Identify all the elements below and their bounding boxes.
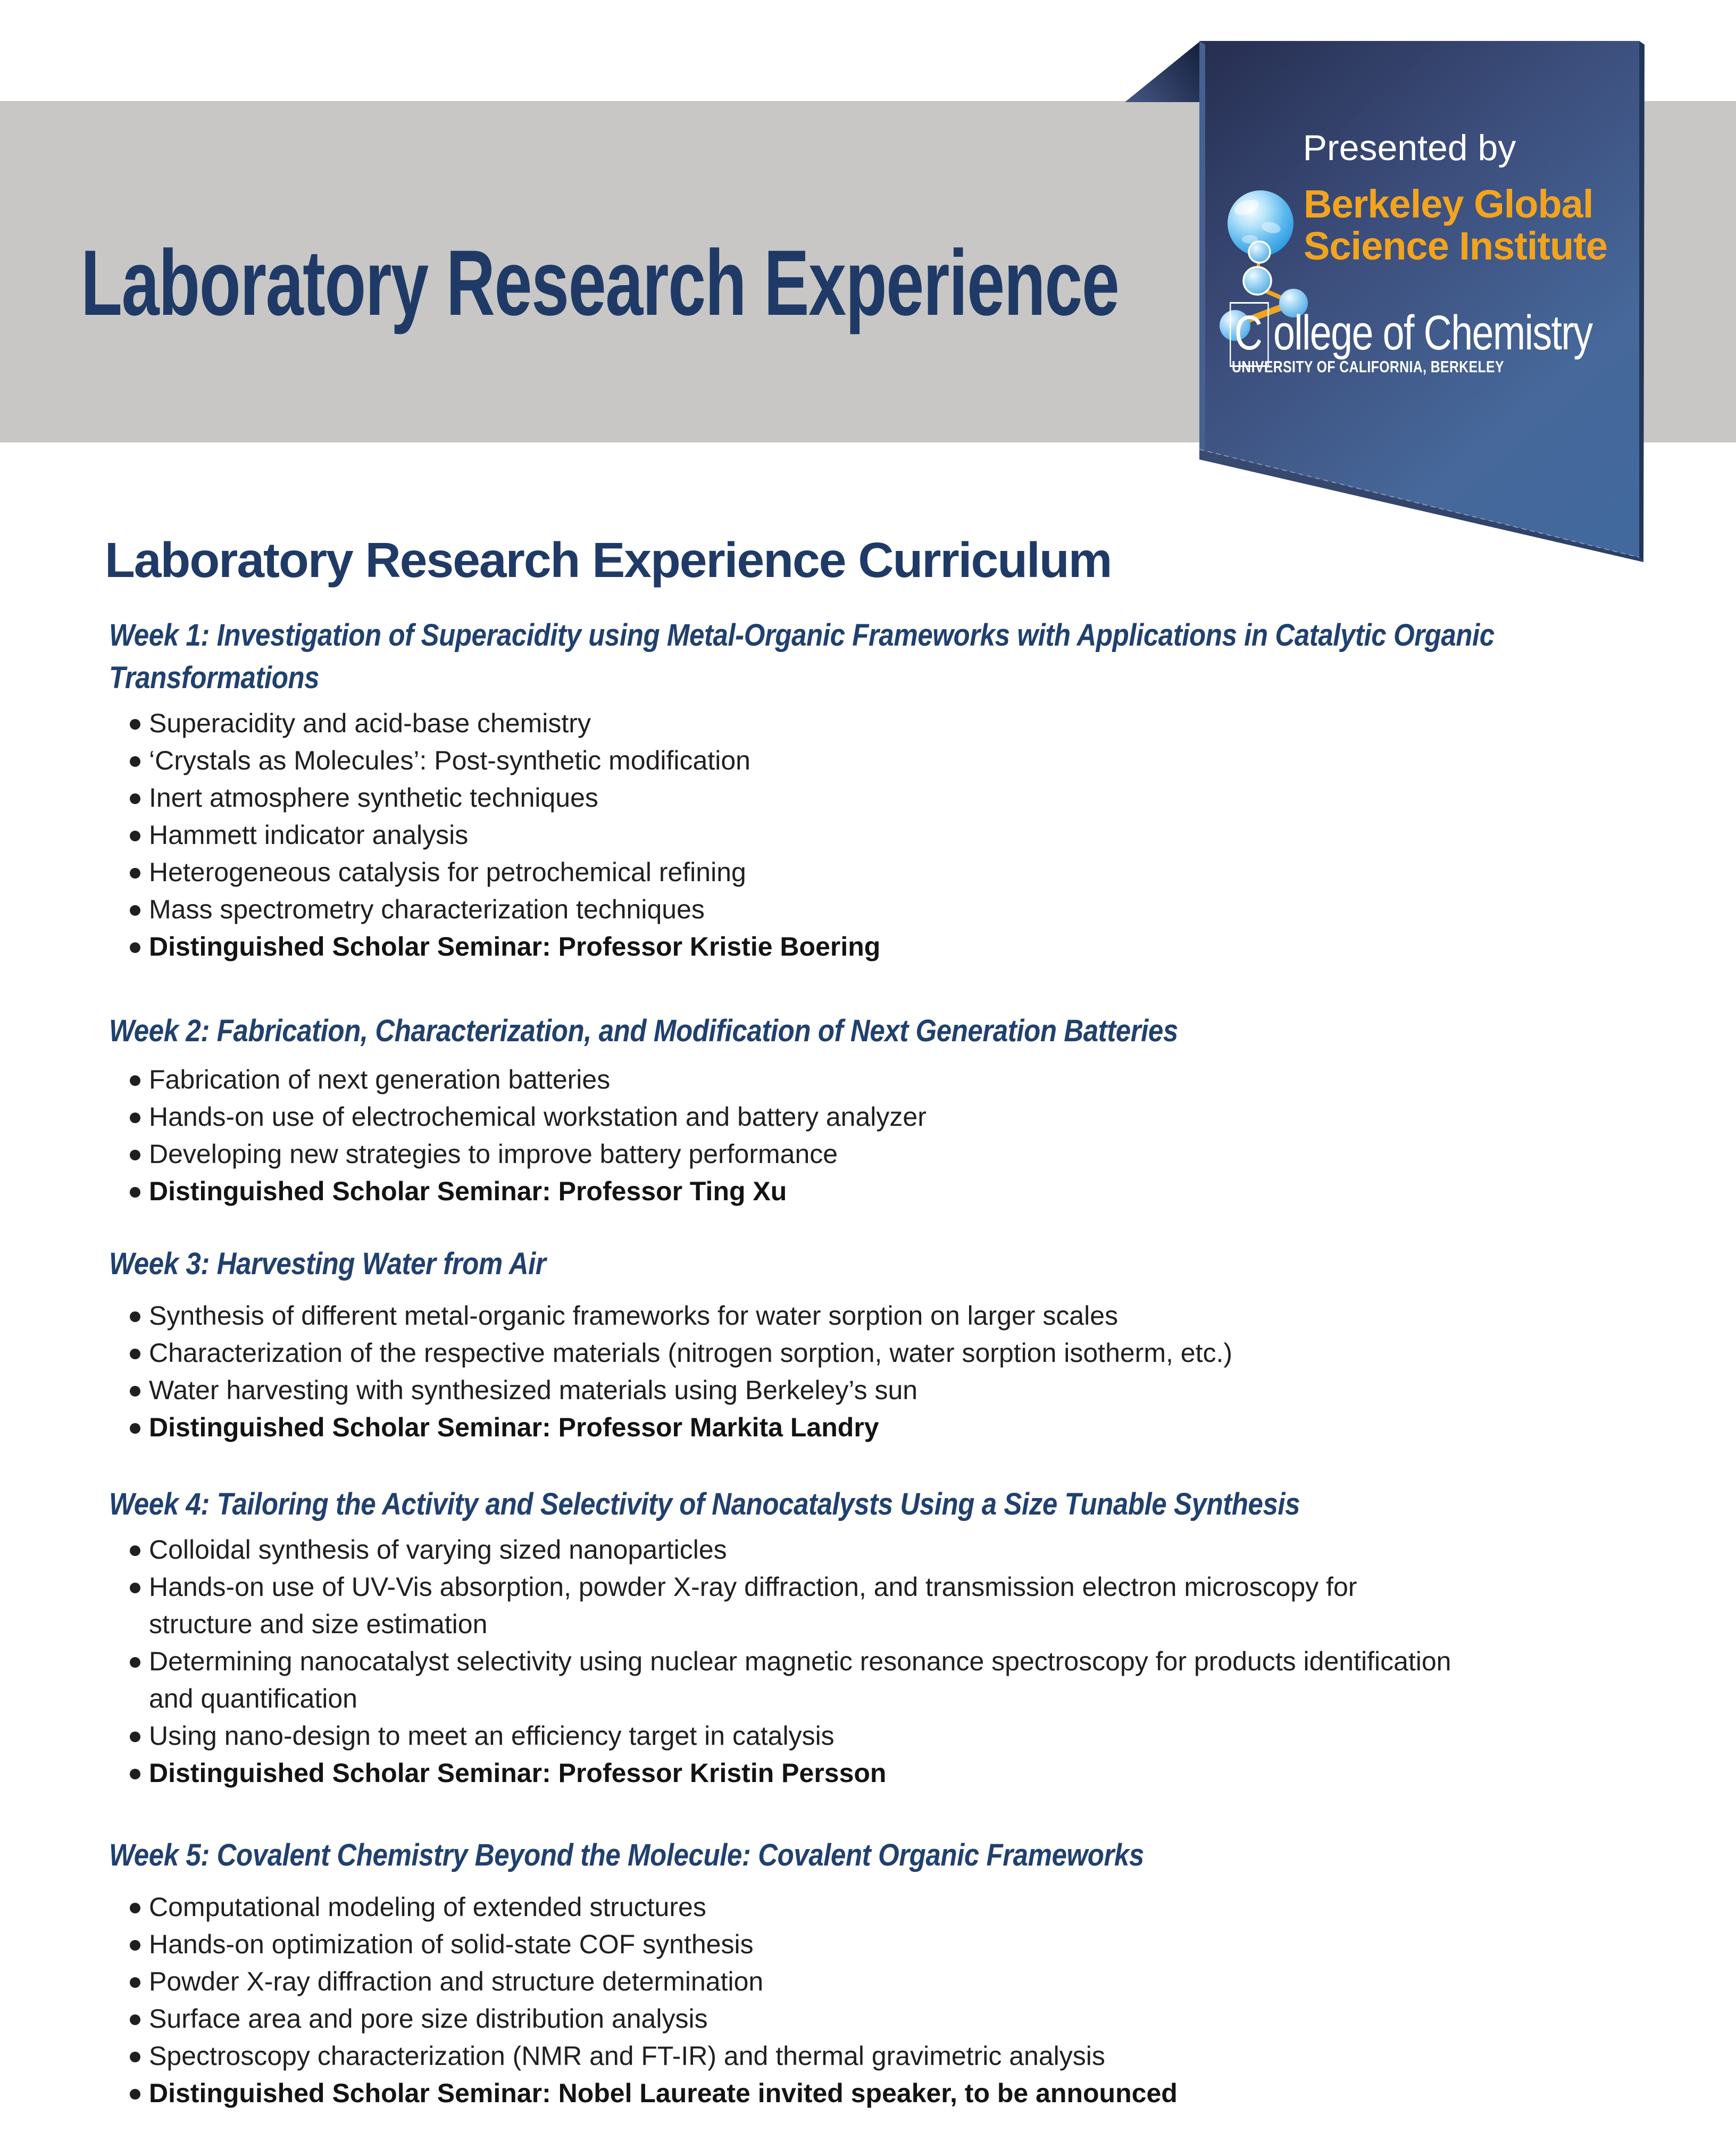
university-name: UNIVERSITY OF CALIFORNIA, BERKELEY (1232, 357, 1504, 376)
week-2-title: Week 2: Fabrication, Characterization, a… (109, 1014, 1178, 1049)
week-5-bullet-list: Computational modeling of extended struc… (0, 1888, 1736, 2112)
globe-molecule-icon (1220, 190, 1308, 341)
bullet-item: Hands-on use of UV-Vis absorption, powde… (130, 1568, 1463, 1643)
week-4-section: Week 4: Tailoring the Activity and Selec… (0, 1483, 1736, 1792)
presented-by-label: Presented by (1303, 128, 1516, 168)
bullet-item: Hands-on optimization of solid-state COF… (130, 1926, 1736, 1963)
bullet-item: Colloidal synthesis of varying sized nan… (130, 1531, 1463, 1568)
bullet-item: Hands-on use of electrochemical workstat… (130, 1098, 1736, 1135)
week-1-section: Week 1: Investigation of Superacidity us… (0, 614, 1736, 965)
ribbon-banner (1125, 41, 1645, 562)
seminar-bullet: Distinguished Scholar Seminar: Nobel Lau… (130, 2075, 1736, 2112)
page-title: Laboratory Research Experience (81, 231, 1120, 335)
curriculum-heading: Laboratory Research Experience Curriculu… (105, 532, 1112, 588)
seminar-bullet: Distinguished Scholar Seminar: Professor… (130, 1173, 1736, 1210)
week-1-title: Week 1: Investigation of Superacidity us… (109, 618, 1495, 696)
molecule-node (1220, 310, 1250, 341)
seminar-bullet: Distinguished Scholar Seminar: Professor… (130, 928, 1736, 965)
bullet-item: Developing new strategies to improve bat… (130, 1135, 1736, 1173)
week-5-section: Week 5: Covalent Chemistry Beyond the Mo… (0, 1834, 1736, 2112)
molecule-node (1242, 266, 1272, 296)
bullet-item: Heterogeneous catalysis for petrochemica… (130, 854, 1736, 891)
bullet-item: ‘Crystals as Molecules’: Post-synthetic … (130, 742, 1736, 779)
ribbon-left-bevel (1199, 41, 1205, 454)
seminar-bullet: Distinguished Scholar Seminar: Professor… (130, 1409, 1736, 1446)
institute-name: Berkeley Global Science Institute (1304, 182, 1608, 268)
institute-line2: Science Institute (1304, 224, 1608, 268)
bullet-item: Fabrication of next generation batteries (130, 1061, 1736, 1098)
bullet-item: Synthesis of different metal-organic fra… (130, 1297, 1736, 1334)
bullet-item: Spectroscopy characterization (NMR and F… (130, 2037, 1736, 2075)
week-3-bullet-list: Synthesis of different metal-organic fra… (0, 1297, 1736, 1446)
week-2-section: Week 2: Fabrication, Characterization, a… (0, 1010, 1736, 1210)
ribbon-right-bevel (1639, 41, 1645, 562)
molecule-node (1248, 240, 1271, 264)
bullet-item: Inert atmosphere synthetic techniques (130, 779, 1736, 816)
week-5-title: Week 5: Covalent Chemistry Beyond the Mo… (109, 1838, 1144, 1873)
bullet-item: Water harvesting with synthesized materi… (130, 1371, 1736, 1409)
ribbon-body (1199, 41, 1639, 557)
bullet-item: Superacidity and acid-base chemistry (130, 705, 1736, 742)
bullet-item: Determining nanocatalyst selectivity usi… (130, 1643, 1463, 1717)
ribbon-crease-line (1199, 449, 1640, 558)
institute-line1: Berkeley Global (1304, 182, 1593, 226)
bullet-item: Using nano-design to meet an efficiency … (130, 1717, 1463, 1754)
bullet-item: Computational modeling of extended struc… (130, 1888, 1736, 1926)
week-2-bullet-list: Fabrication of next generation batteries… (0, 1061, 1736, 1210)
week-3-title: Week 3: Harvesting Water from Air (109, 1247, 546, 1282)
ribbon-bottom-bevel (1199, 449, 1643, 562)
molecule-node (1279, 289, 1308, 317)
bullet-item: Powder X-ray diffraction and structure d… (130, 1963, 1736, 2000)
week-3-section: Week 3: Harvesting Water from Air Synthe… (0, 1243, 1736, 1446)
college-of-chemistry-logo: College of Chemistry (1234, 306, 1593, 360)
bullet-item: Characterization of the respective mater… (130, 1334, 1736, 1371)
bullet-item: Hammett indicator analysis (130, 816, 1736, 854)
week-4-bullet-list: Colloidal synthesis of varying sized nan… (0, 1531, 1736, 1792)
week-1-bullet-list: Superacidity and acid-base chemistry ‘Cr… (0, 705, 1736, 965)
bullet-item: Mass spectrometry characterization techn… (130, 891, 1736, 928)
week-4-title: Week 4: Tailoring the Activity and Selec… (109, 1487, 1300, 1522)
ribbon-fold (1125, 41, 1200, 102)
bullet-item: Surface area and pore size distribution … (130, 2000, 1736, 2037)
seminar-bullet: Distinguished Scholar Seminar: Professor… (130, 1754, 1463, 1792)
